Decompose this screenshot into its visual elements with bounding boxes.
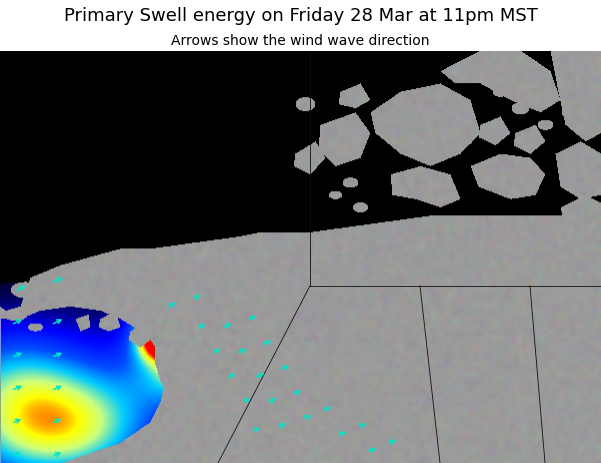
Text: Arrows show the wind wave direction: Arrows show the wind wave direction <box>171 33 430 47</box>
Text: Primary Swell energy on Friday 28 Mar at 11pm MST: Primary Swell energy on Friday 28 Mar at… <box>64 6 537 25</box>
